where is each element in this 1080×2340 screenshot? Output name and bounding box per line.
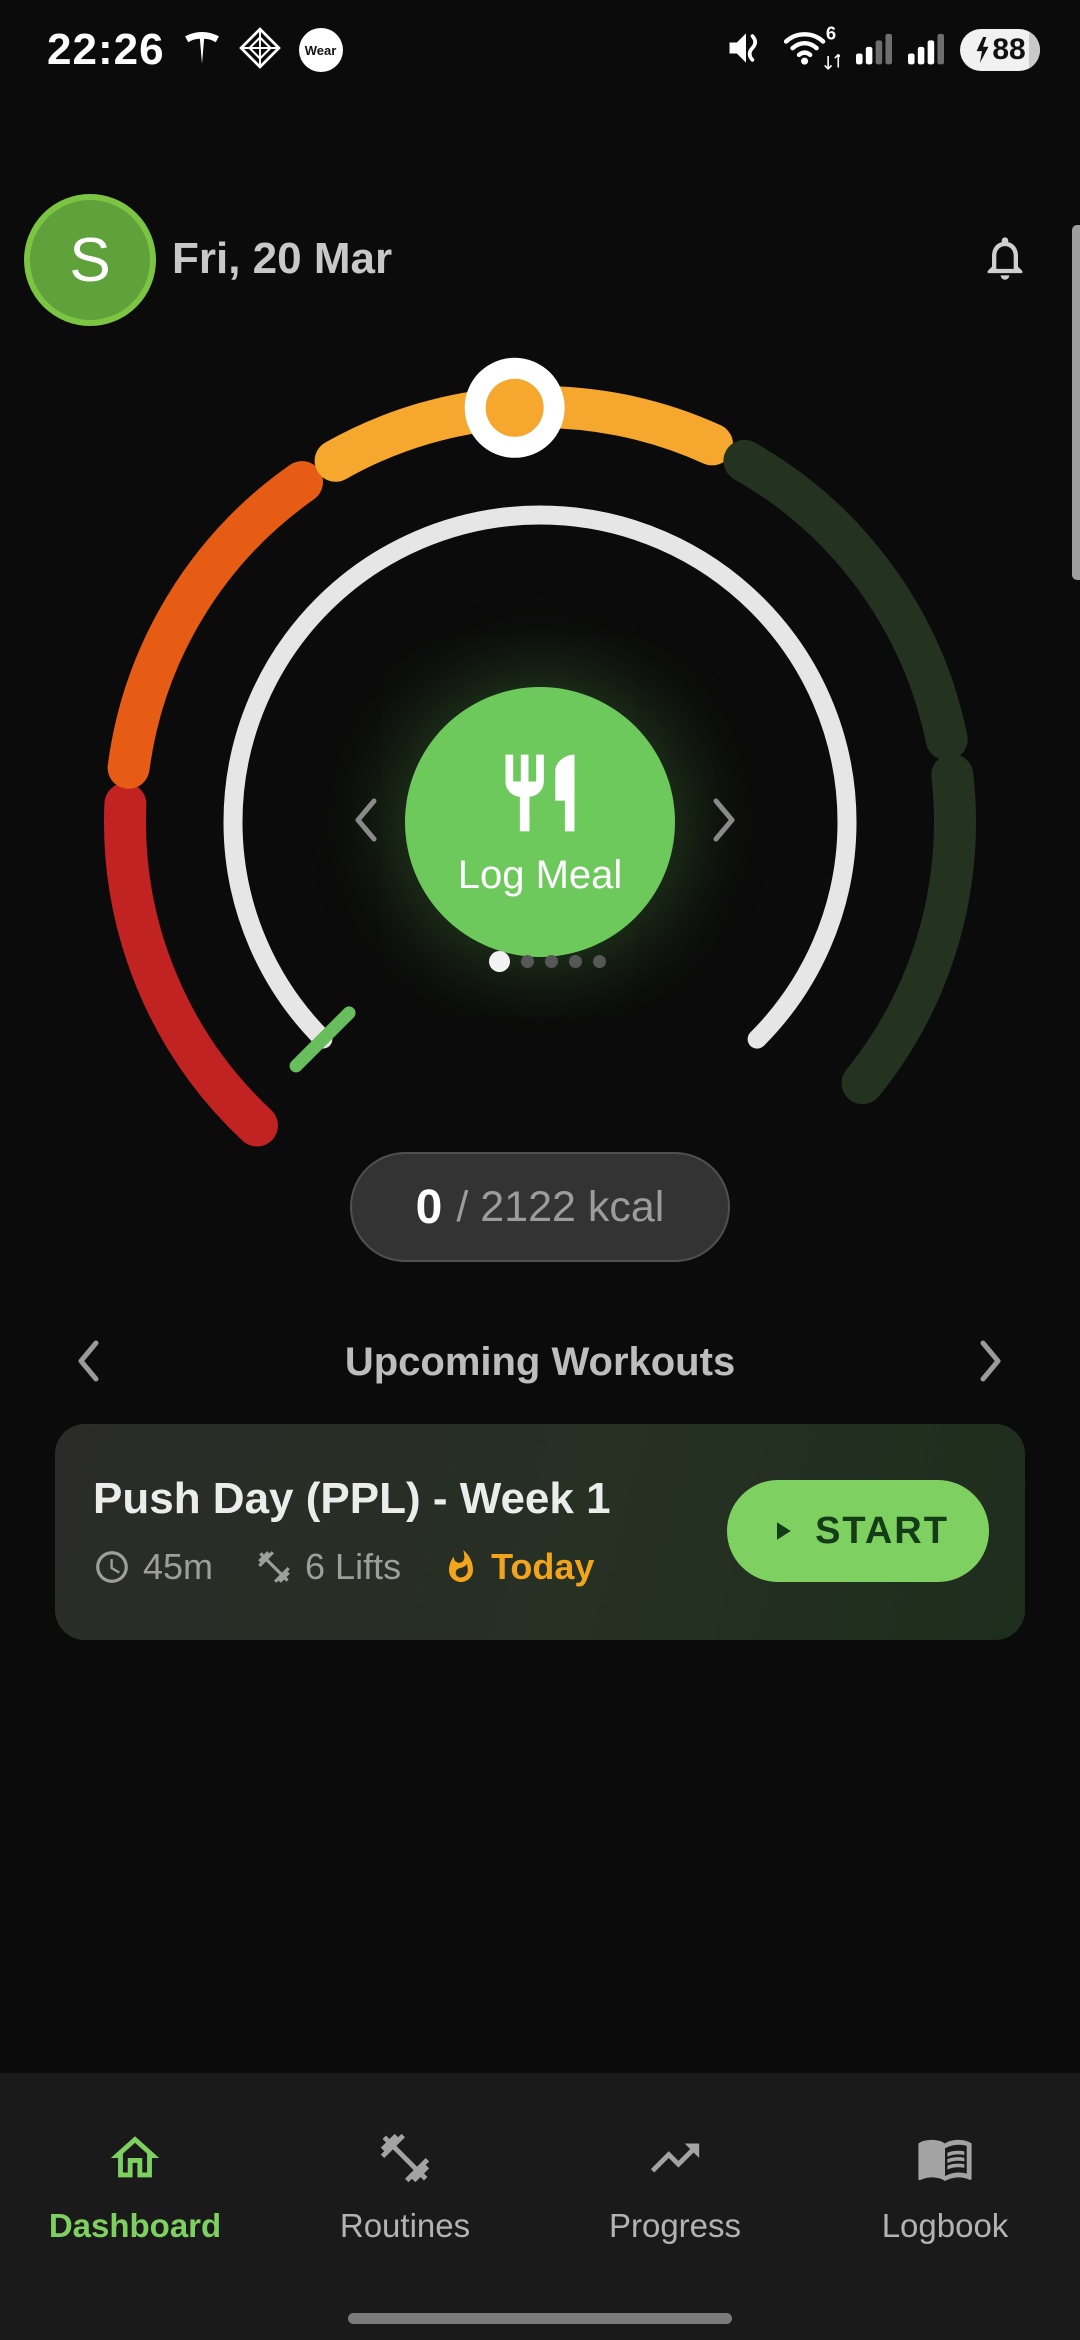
calories-target: / 2122 kcal (456, 1182, 665, 1231)
nav-label-dashboard: Dashboard (48, 2207, 222, 2244)
carousel-dot-4[interactable] (592, 955, 606, 968)
battery-tail (1029, 29, 1040, 71)
carousel-dot-2[interactable] (544, 955, 558, 968)
carousel-next-button[interactable] (710, 795, 740, 845)
tesla-icon (183, 29, 221, 72)
carousel-dot-0[interactable] (488, 951, 510, 972)
svg-text:↑: ↑ (831, 51, 840, 72)
upcoming-prev-button[interactable] (75, 1338, 101, 1384)
sound-muted-icon (724, 26, 768, 75)
carousel-page-dots[interactable] (7, 951, 1080, 972)
calories-current: 0 (415, 1180, 443, 1234)
start-workout-button[interactable]: START (727, 1480, 989, 1582)
carousel-dot-1[interactable] (520, 955, 534, 968)
logbook-icon (918, 2139, 972, 2181)
svg-text:6: 6 (826, 23, 836, 44)
avatar-initial: S (69, 225, 111, 295)
flame-icon (449, 1550, 474, 1582)
log-meal-label: Log Meal (457, 852, 623, 897)
gauge-segment-orange-red (107, 461, 323, 789)
nav-label-logbook: Logbook (881, 2207, 1009, 2244)
carousel-dot-3[interactable] (568, 955, 582, 968)
upcoming-next-button[interactable] (978, 1338, 1004, 1384)
schedule-meta: Today (443, 1546, 594, 1588)
charging-bolt-icon (976, 37, 989, 63)
schedule-text: Today (491, 1546, 595, 1587)
lifts-meta: 6 Lifts (255, 1546, 401, 1588)
log-meal-button[interactable]: Log Meal (405, 687, 675, 957)
duration-meta: 45m (93, 1546, 213, 1588)
diamond-app-icon (238, 26, 281, 74)
trending-up-icon (650, 2143, 700, 2173)
gauge-segment-dim-green-1 (723, 439, 968, 761)
gauge-knob-center (485, 378, 544, 437)
gauge-progress-tick (289, 1006, 356, 1073)
start-label: START (815, 1509, 949, 1552)
calorie-summary-pill: 0 / 2122 kcal (350, 1152, 730, 1262)
clock-time: 22:26 (47, 25, 165, 74)
workout-title: Push Day (PPL) - Week 1 (93, 1474, 611, 1523)
gauge-segment-dim-green-2 (841, 754, 976, 1105)
gesture-navigation-bar[interactable] (348, 2313, 732, 2324)
dumbbell-icon (258, 1551, 290, 1583)
status-left-cluster: 22:26 Wear (47, 25, 343, 75)
dumbbell-icon (380, 2133, 430, 2183)
battery-indicator: 88 (960, 29, 1040, 71)
nav-label-routines: Routines (339, 2207, 471, 2244)
gauge-inner-track (223, 505, 857, 1049)
fork-knife-icon (505, 754, 575, 831)
upcoming-workouts-title: Upcoming Workouts (344, 1340, 736, 1384)
lifts-text: 6 Lifts (305, 1546, 402, 1587)
gauge-segment-red (104, 782, 278, 1147)
status-right-cluster: 6 ↓ ↑ (724, 22, 1040, 78)
carousel-prev-button[interactable] (350, 795, 380, 845)
nav-item-dashboard[interactable]: Dashboard (0, 2073, 270, 2340)
duration-text: 45m (143, 1546, 214, 1587)
nav-label-progress: Progress (608, 2207, 742, 2244)
scrollbar-thumb[interactable] (1072, 225, 1080, 580)
bottom-navigation: Dashboard Routines Progress Logbook (0, 2073, 1080, 2340)
nav-item-logbook[interactable]: Logbook (810, 2073, 1080, 2340)
notifications-bell-icon[interactable] (979, 232, 1031, 284)
nav-item-progress[interactable]: Progress (540, 2073, 810, 2340)
signal-bars-sim2-icon (908, 31, 944, 70)
battery-percent: 88 (992, 33, 1026, 66)
workout-meta-row: 45m 6 Lifts Today (93, 1546, 594, 1588)
clock-icon (96, 1551, 128, 1583)
home-icon (110, 2136, 160, 2178)
play-icon (777, 1522, 791, 1540)
workout-card[interactable]: Push Day (PPL) - Week 1 45m 6 Lifts Toda… (55, 1424, 1025, 1640)
status-bar: 22:26 Wear (0, 0, 1080, 94)
current-date: Fri, 20 Mar (172, 234, 393, 283)
signal-bars-sim1-icon (856, 31, 892, 70)
svg-text:↓: ↓ (820, 53, 836, 73)
profile-avatar[interactable]: S (24, 194, 156, 326)
nav-item-routines[interactable]: Routines (270, 2073, 540, 2340)
calorie-gauge (104, 357, 976, 1147)
wear-os-badge: Wear (298, 28, 343, 72)
wifi6-icon: 6 ↓ ↑ (783, 22, 846, 78)
